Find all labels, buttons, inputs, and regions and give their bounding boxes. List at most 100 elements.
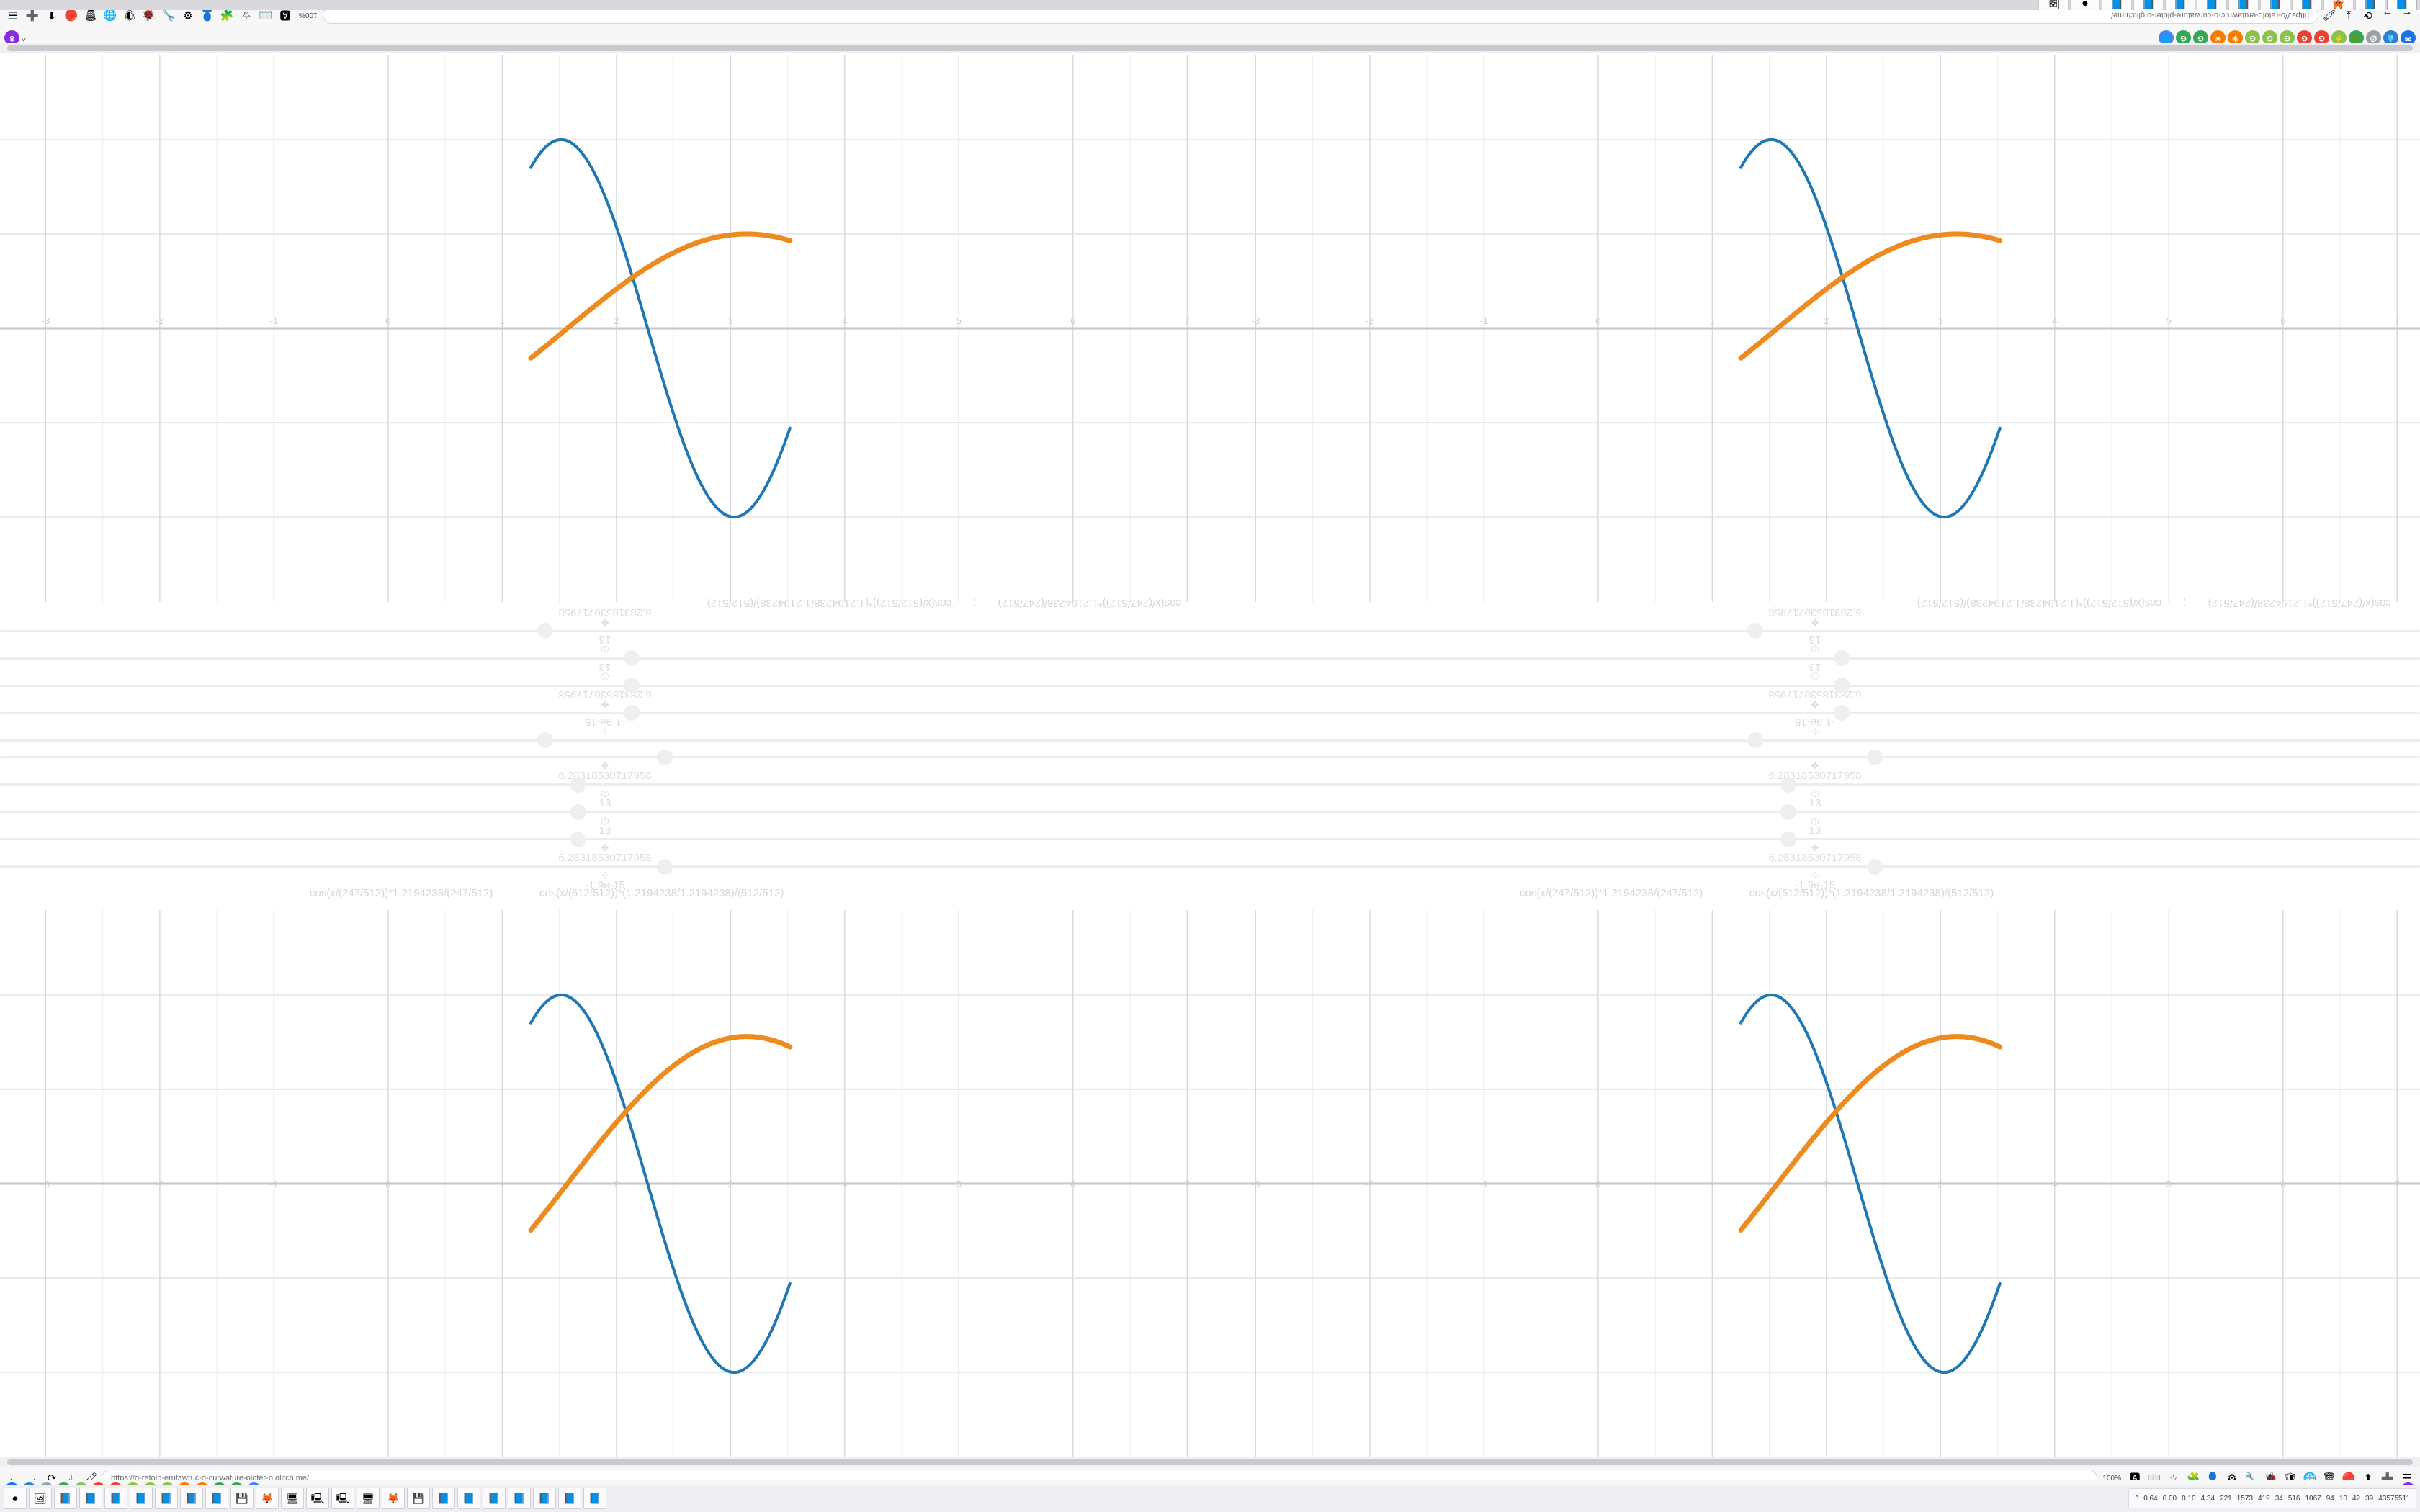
slider-offset-knob[interactable] — [1867, 859, 1883, 875]
task-notepad[interactable]: 📘 — [508, 1488, 531, 1509]
translate-icon[interactable]: 🅰 — [279, 10, 291, 22]
task-notepad[interactable]: 📘 — [54, 1488, 77, 1509]
task-monitor[interactable]: 🖳 — [331, 1488, 354, 1509]
download-icon[interactable]: ⤓ — [2346, 10, 2352, 22]
slider-count-a-knob[interactable] — [570, 777, 586, 793]
url-bar-top[interactable]: https://o-retolp-erutawruc-o-curwature-p… — [322, 10, 2318, 24]
zoom-level-top[interactable]: 100% — [299, 11, 318, 19]
slider-period-top-knob[interactable] — [537, 623, 553, 639]
task-notepad[interactable]: 📘 — [432, 1488, 455, 1509]
slider-period-top-knob[interactable] — [657, 750, 673, 765]
task-record[interactable]: ⏺ — [4, 1488, 27, 1509]
task-terminal[interactable]: 🖥 — [357, 1488, 380, 1509]
task-notepad[interactable]: 📘 — [483, 1488, 506, 1509]
zoom-level-bottom[interactable]: 100% — [2102, 1474, 2121, 1482]
wrench-icon[interactable]: 🔧 — [161, 10, 176, 22]
task-notepad[interactable]: 📘 — [180, 1488, 203, 1509]
slider-period-bottom-icon: ✥ — [1811, 842, 1819, 853]
slider-period-top-knob[interactable] — [1747, 623, 1763, 639]
sliders-lower[interactable]: ✥ 6.28318530717958 ✥ 6.28318530717958 ◎ 13 ◎ 13… — [0, 749, 2420, 891]
task-terminal[interactable]: 🖥 — [281, 1488, 304, 1509]
slider-count-a-knob[interactable] — [1780, 777, 1796, 793]
task-firefox[interactable]: 🦊 — [256, 1488, 279, 1509]
slider-count-a-track[interactable] — [0, 657, 2420, 660]
slider-offset-knob[interactable] — [657, 859, 673, 875]
task-notepad[interactable]: 📘 — [130, 1488, 153, 1509]
slider-period-bottom-track[interactable] — [0, 712, 2420, 714]
slider-offset-track[interactable] — [0, 739, 2420, 742]
slider-offset-knob[interactable] — [537, 732, 553, 748]
task-notepad[interactable]: 📘 — [533, 1488, 556, 1509]
download-icon[interactable]: ⤓ — [68, 1472, 74, 1485]
task-notepad[interactable]: 📘 — [104, 1488, 127, 1509]
slider-period-bottom-knob[interactable] — [1834, 705, 1850, 721]
reload-icon[interactable]: ⟳ — [2363, 10, 2373, 22]
xtick-label: -1 — [269, 1179, 279, 1189]
plot-lower[interactable] — [0, 910, 2420, 1457]
xtick-label: 7 — [1184, 315, 1190, 326]
slider-offset-track[interactable] — [0, 865, 2420, 868]
forward-icon[interactable]: → — [2382, 10, 2393, 22]
settings-gear-icon[interactable]: ⚙ — [183, 10, 193, 22]
taskbar-bottom[interactable]: ⏺ 🖼 📘 📘 📘 📘 📘 📘 📘 💾 🦊 🖥 🖳 🖳 🖥 🦊 💾 📘 📘 📘 📘 📘 📘 📘 ^ 0.64 0.00 0.10 4.3… — [0, 1485, 2420, 1512]
task-notepad[interactable]: 📘 — [205, 1488, 228, 1509]
menu-icon[interactable]: ☰ — [8, 10, 18, 22]
bug-icon[interactable]: 🐞 — [142, 10, 156, 22]
task-monitor[interactable]: 🖳 — [306, 1488, 329, 1509]
xtick-label: -2 — [156, 1179, 164, 1189]
slider-period-bottom-knob[interactable] — [1780, 832, 1796, 847]
slider-period-top-knob[interactable] — [1867, 750, 1883, 765]
account-icon[interactable]: 👤 — [200, 10, 215, 22]
slider-count-b-knob[interactable] — [570, 804, 586, 820]
slider-period-bottom-track[interactable] — [0, 838, 2420, 840]
back-icon[interactable]: ← — [2401, 10, 2413, 22]
hscroll-thumb-top[interactable] — [7, 45, 2413, 51]
task-notepad[interactable]: 📘 — [558, 1488, 581, 1509]
hscrollbar-bottom[interactable] — [0, 1457, 2420, 1467]
slider-period-bottom-knob[interactable] — [624, 705, 640, 721]
formula-left-m2: cos(x/(247/512))*1.2194238/(247/512) — [2208, 597, 2391, 609]
task-floppy-64[interactable]: 💾 — [407, 1488, 430, 1509]
upload-icon[interactable]: ⬆ — [47, 10, 57, 22]
slider-count-a-track[interactable] — [0, 783, 2420, 786]
slider-period-bottom-knob[interactable] — [570, 832, 586, 847]
shield-icon[interactable]: 🛡 — [122, 10, 137, 22]
plot-upper-mirrored[interactable] — [0, 55, 2420, 602]
slider-count-b-knob[interactable] — [1834, 678, 1850, 693]
xtick-label: -3 — [1251, 1179, 1260, 1189]
task-notepad[interactable]: 📘 — [79, 1488, 102, 1509]
slider-count-b-icon: ◎ — [601, 815, 609, 826]
globe-icon[interactable]: 🌐 — [103, 10, 117, 22]
slider-count-b-track[interactable] — [0, 685, 2420, 687]
plot-lower-svg — [0, 910, 2420, 1457]
slider-period-top-track[interactable] — [0, 630, 2420, 632]
trash-icon[interactable]: 🗑 — [84, 10, 98, 22]
bookmark-star-icon[interactable]: ☆ — [241, 10, 251, 22]
slider-count-b-knob[interactable] — [1780, 804, 1796, 820]
task-floppy-32[interactable]: 💾 — [230, 1488, 254, 1509]
add-icon[interactable]: ➕ — [25, 10, 40, 22]
slider-count-b-track[interactable] — [0, 811, 2420, 813]
task-notepad[interactable]: 📘 — [457, 1488, 480, 1509]
pocket-icon[interactable]: 🖍 — [2322, 10, 2336, 22]
hscroll-thumb-bottom[interactable] — [7, 1459, 2413, 1465]
slider-period-top-track[interactable] — [0, 756, 2420, 758]
slider-offset-knob[interactable] — [1747, 732, 1763, 748]
xtick-label: 0 — [1595, 315, 1601, 326]
extension-icon[interactable]: 🧩 — [220, 10, 234, 22]
slider-count-b-knob[interactable] — [624, 678, 640, 693]
hscrollbar-top[interactable] — [0, 43, 2420, 53]
sliders-upper-mirrored[interactable]: ⊹ -1.9e-15 ⊹ -1.9e-15 ✥ 6.28318530717958 ✥ 6.28… — [0, 606, 2420, 749]
slider-count-a-knob[interactable] — [1834, 650, 1850, 666]
task-image[interactable]: 🖼 — [29, 1488, 52, 1509]
tray-expand-icon[interactable]: ^ — [2135, 1494, 2139, 1503]
task-notepad[interactable]: 📘 — [583, 1488, 606, 1509]
navbar-top[interactable]: ← → ⟳ ⤓ 🖍 https://o-retolp-erutawruc-o-curwa… — [0, 10, 2420, 29]
record-icon[interactable]: 🔴 — [64, 10, 79, 22]
task-notepad[interactable]: 📘 — [155, 1488, 178, 1509]
collapse-caret-icon[interactable]: ^ — [22, 33, 26, 43]
formula-row-left: cos(x/(247/512))*1.2194238/(247/512) ; c… — [0, 886, 1210, 907]
reader-icon[interactable]: 📖 — [259, 10, 273, 22]
slider-count-a-knob[interactable] — [624, 650, 640, 666]
task-firefox[interactable]: 🦊 — [382, 1488, 405, 1509]
